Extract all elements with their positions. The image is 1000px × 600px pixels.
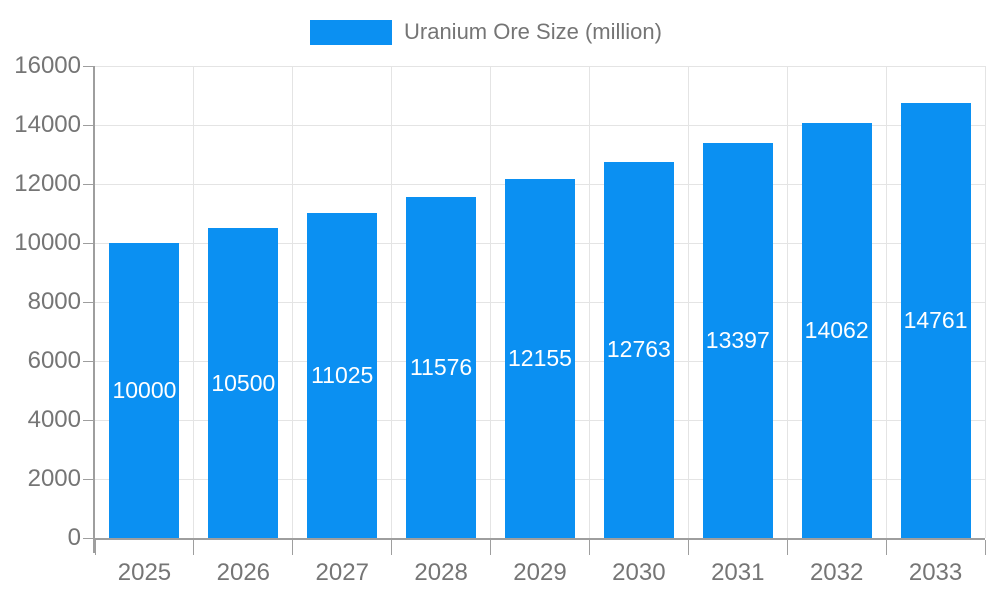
y-axis-tick (83, 183, 93, 185)
x-axis-tick-label: 2025 (117, 559, 172, 586)
x-axis-tick (885, 540, 887, 555)
x-axis-tick (193, 540, 195, 555)
y-axis-tick-label: 2000 (27, 465, 81, 492)
gridline-vertical (490, 66, 492, 538)
bar-value-label: 14062 (804, 317, 869, 344)
x-axis-tick (292, 540, 294, 555)
bar-value-label: 11025 (311, 361, 374, 388)
y-axis-tick-label: 16000 (14, 52, 81, 79)
gridline-vertical (984, 66, 986, 538)
bar-value-label: 10000 (112, 377, 177, 403)
y-axis-tick (83, 124, 93, 126)
x-axis-tick (94, 540, 96, 555)
gridline-horizontal (95, 65, 985, 67)
y-axis-tick (83, 360, 93, 362)
x-axis-tick (687, 540, 689, 555)
gridline-vertical (588, 66, 590, 538)
y-axis-tick (83, 242, 93, 244)
bar-value-label: 12763 (606, 336, 671, 363)
y-axis-tick-label: 14000 (14, 111, 81, 138)
legend-swatch (310, 19, 392, 45)
gridline-vertical (687, 66, 689, 538)
bar: 11025 (307, 212, 378, 538)
y-axis-tick (83, 65, 93, 67)
x-axis-tick (984, 540, 986, 555)
bar: 11576 (406, 196, 477, 538)
bar-value-label: 13397 (705, 326, 770, 353)
bar-value-label: 12155 (508, 345, 572, 372)
y-axis-tick-label: 12000 (14, 170, 81, 197)
legend-label: Uranium Ore Size (million) (404, 19, 662, 44)
x-axis-tick-label: 2029 (513, 559, 567, 586)
x-axis-line (95, 538, 985, 540)
gridline-vertical (292, 66, 294, 538)
legend[interactable]: Uranium Ore Size (million) (310, 19, 662, 45)
y-axis-tick-label: 4000 (27, 406, 81, 433)
gridline-vertical (391, 66, 393, 538)
bar: 14761 (900, 102, 971, 538)
bar: 12155 (505, 179, 575, 538)
x-axis-tick (490, 540, 492, 555)
x-axis-tick-label: 2032 (809, 559, 864, 586)
gridline-horizontal (95, 124, 985, 126)
y-axis-tick (83, 478, 93, 480)
x-axis-tick (786, 540, 788, 555)
bar-value-label: 14761 (903, 306, 968, 333)
x-axis-tick (391, 540, 393, 555)
y-axis-line (93, 66, 95, 553)
x-axis-tick-label: 2030 (612, 559, 666, 586)
bar: 12763 (603, 161, 674, 538)
y-axis-tick-label: 6000 (27, 347, 81, 374)
y-axis-tick (83, 419, 93, 421)
gridline-vertical (885, 66, 887, 538)
x-axis-tick-label: 2033 (908, 559, 963, 586)
x-axis-tick (588, 540, 590, 555)
bar: 10000 (109, 243, 180, 538)
y-axis-tick-label: 8000 (27, 288, 81, 315)
gridline-vertical (193, 66, 195, 538)
plot-area: 0 2000 4000 6000 8000 10000 12000 14000 16000 202… (14, 52, 986, 586)
y-axis-tick (83, 301, 93, 303)
y-axis-tick-label: 10000 (14, 229, 81, 256)
bar: 13397 (702, 142, 773, 538)
bar: 10500 (208, 228, 279, 538)
x-axis-tick-label: 2026 (216, 559, 271, 586)
x-axis-tick-label: 2027 (315, 559, 369, 586)
x-axis-tick-label: 2031 (711, 559, 765, 586)
x-axis-tick-label: 2028 (414, 559, 468, 586)
bar-value-label: 11576 (409, 353, 473, 380)
y-axis-tick (83, 537, 93, 539)
bar: 14062 (801, 123, 872, 538)
y-axis-tick-label: 0 (67, 524, 81, 551)
bar-value-label: 10500 (211, 369, 276, 396)
gridline-vertical (786, 66, 788, 538)
